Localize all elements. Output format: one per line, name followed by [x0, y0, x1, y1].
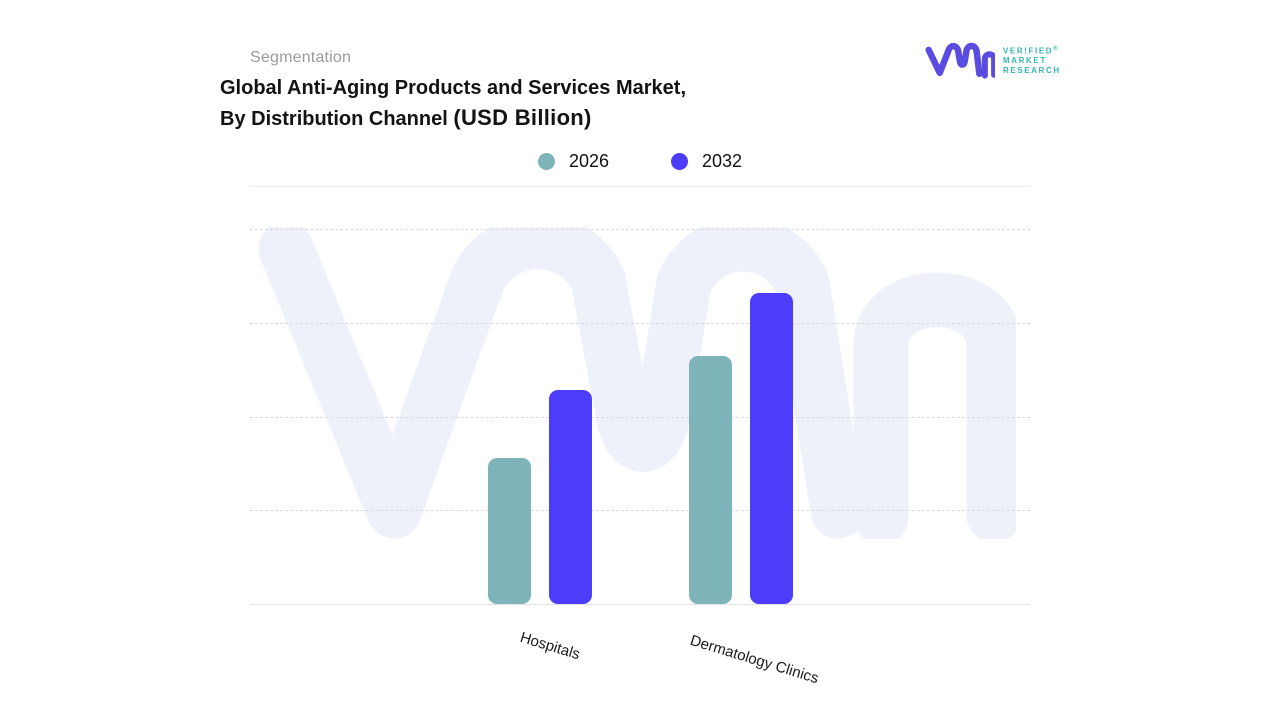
gridline [250, 229, 1030, 230]
legend-divider [250, 186, 1030, 187]
chart-title-line2: By Distribution Channel [220, 108, 454, 130]
legend-dot-icon [537, 152, 555, 170]
bar-2032-hospitals[interactable] [548, 390, 592, 604]
bar-2026-hospitals[interactable] [487, 458, 531, 604]
bar-2026-dermatology-clinics[interactable] [688, 356, 732, 604]
vmr-monogram-icon [925, 42, 995, 79]
chart-title: Global Anti-Aging Products and Services … [220, 74, 686, 134]
legend-label: 2026 [568, 150, 609, 171]
gridline [250, 510, 1030, 512]
gridline [250, 322, 1030, 324]
plot-area: Hospitals Dermatology Clinics [250, 227, 1030, 687]
chart-title-line1: Global Anti-Aging Products and Services … [220, 77, 687, 99]
bar-2032-dermatology-clinics[interactable] [749, 293, 793, 604]
wordmark-research: RESEARCH [1003, 66, 1061, 76]
registered-mark: ® [1053, 45, 1058, 52]
vmr-logo: VER!FIED® MARKET RESEARCH [925, 38, 1061, 82]
legend-label: 2032 [702, 150, 743, 171]
gridline [250, 416, 1030, 418]
wordmark-market: MARKET [1003, 56, 1047, 66]
eyebrow-segmentation: Segmentation [250, 49, 352, 66]
x-axis-label-hospitals: Hospitals [518, 629, 583, 664]
x-axis-label-dermatology-clinics: Dermatology Clinics [688, 632, 821, 688]
chart-legend: 2026 2032 [250, 146, 1030, 176]
vmr-wordmark: VER!FIED® MARKET RESEARCH [1003, 44, 1061, 77]
wordmark-verified: VER!FIED [1003, 46, 1054, 56]
chart-title-unit: (USD Billion) [453, 105, 592, 130]
legend-item-2032[interactable]: 2032 [671, 151, 742, 172]
legend-dot-icon [671, 152, 688, 170]
vmr-watermark-icon [258, 227, 1016, 539]
legend-item-2026[interactable]: 2026 [537, 150, 609, 172]
